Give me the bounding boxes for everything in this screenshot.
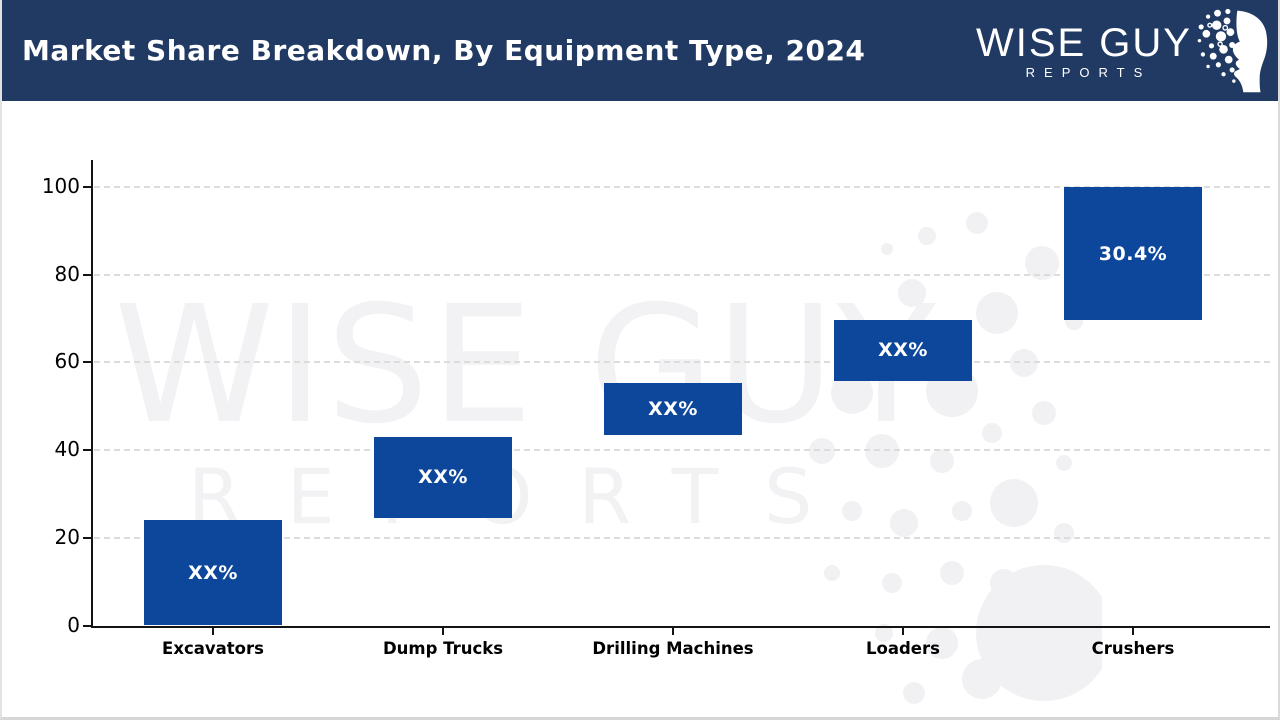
y-tick-40: [83, 449, 91, 452]
page-title: Market Share Breakdown, By Equipment Typ…: [22, 34, 866, 67]
x-category-label: Dump Trucks: [382, 638, 504, 658]
x-tick-3: [672, 627, 674, 635]
x-axis-spine: [90, 625, 1270, 628]
bar-loaders: XX%: [834, 319, 972, 381]
gridline-y20: [94, 536, 1270, 539]
bar-value-label: 30.4%: [1098, 242, 1168, 265]
header-banner: Market Share Breakdown, By Equipment Typ…: [2, 0, 1278, 101]
bar-crushers: 30.4%: [1064, 187, 1202, 321]
watermark-subtitle: REPORTS: [188, 452, 859, 541]
x-category-label: Loaders: [866, 638, 940, 658]
gridline-y40: [94, 449, 1270, 452]
logo-text: WISE GUY REPORTS: [976, 23, 1192, 79]
bar-value-label: XX%: [188, 561, 238, 584]
bar-drilling-machines: XX%: [604, 383, 742, 436]
logo-wordmark: WISE GUY: [975, 20, 1192, 65]
y-tick-20: [83, 536, 91, 539]
gridline-y80: [94, 273, 1270, 276]
logo-subtitle: REPORTS: [1025, 64, 1152, 80]
x-category-label: Excavators: [162, 638, 264, 658]
gridline-y60: [94, 361, 1270, 364]
x-category-label: Crushers: [1091, 638, 1175, 658]
wise-guy-reports-logo: WISE GUY REPORTS: [976, 8, 1272, 94]
x-tick-5: [1132, 627, 1134, 635]
y-tick-label-80: 80: [54, 261, 80, 286]
y-axis-spine: [90, 160, 93, 628]
x-tick-4: [902, 627, 904, 635]
x-tick-2: [442, 627, 444, 635]
y-tick-80: [83, 273, 91, 276]
y-tick-60: [83, 361, 91, 364]
y-tick-label-100: 100: [41, 174, 80, 198]
y-tick-0: [83, 624, 91, 627]
y-tick-label-40: 40: [54, 437, 80, 462]
bar-value-label: XX%: [418, 466, 468, 489]
logo-head-icon: [1197, 8, 1268, 92]
x-category-label: Drilling Machines: [592, 638, 754, 658]
x-tick-1: [212, 627, 214, 635]
bar-value-label: XX%: [878, 339, 928, 362]
y-tick-label-20: 20: [54, 524, 80, 549]
bar-excavators: XX%: [144, 520, 282, 626]
bar-value-label: XX%: [648, 398, 698, 421]
chart-area: WISE GUY REPORTS 0 20 40 60 80 100 XX% XX% XX% XX…: [2, 101, 1278, 717]
gridline-y100: [94, 186, 1270, 188]
y-tick-100: [83, 186, 91, 188]
watermark-wordmark: WISE GUY: [114, 272, 938, 460]
y-tick-label-60: 60: [54, 349, 80, 374]
watermark-head-dots: [809, 212, 1102, 704]
y-tick-label-0: 0: [67, 612, 80, 637]
bar-dump-trucks: XX%: [374, 436, 512, 519]
